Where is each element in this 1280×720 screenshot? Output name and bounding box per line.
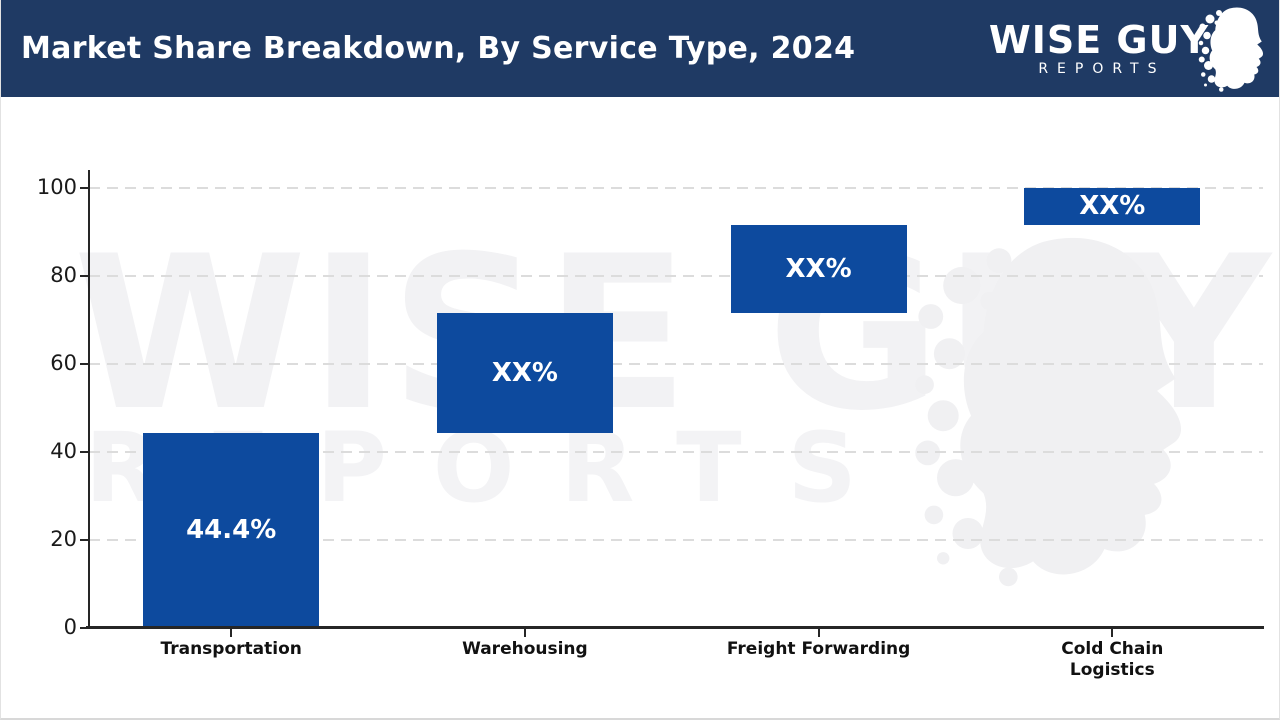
y-tick-mark-20 bbox=[80, 539, 89, 541]
x-tick-mark-3 bbox=[1111, 629, 1114, 637]
gridline-80 bbox=[89, 275, 1263, 277]
bar-warehousing: XX% bbox=[436, 312, 613, 433]
y-tick-label-20: 20 bbox=[50, 527, 77, 551]
x-category-label-3: Cold Chain Logistics bbox=[1061, 639, 1164, 680]
bar-transportation: 44.4% bbox=[143, 432, 320, 628]
watermark-head-graphic bbox=[915, 237, 1182, 587]
y-axis-line bbox=[88, 170, 90, 629]
gridline-60 bbox=[89, 363, 1263, 365]
gridline-40 bbox=[89, 451, 1263, 453]
logo-wiseguy-label: WISE GUY bbox=[988, 17, 1209, 62]
x-tick-mark-0 bbox=[230, 629, 233, 637]
y-tick-label-0: 0 bbox=[63, 615, 77, 639]
page-title: Market Share Breakdown, By Service Type,… bbox=[21, 31, 856, 66]
y-tick-mark-100 bbox=[80, 187, 89, 189]
y-tick-mark-40 bbox=[80, 451, 89, 453]
y-tick-label-60: 60 bbox=[50, 351, 77, 375]
y-tick-label-40: 40 bbox=[50, 439, 77, 463]
y-tick-mark-0 bbox=[80, 627, 89, 629]
x-category-label-2: Freight Forwarding bbox=[726, 639, 911, 659]
bar-value-label: XX% bbox=[491, 357, 558, 388]
bar-value-label: XX% bbox=[785, 253, 852, 284]
bar-freight-forwarding: XX% bbox=[730, 224, 907, 313]
x-axis-line bbox=[86, 626, 1264, 629]
wiseguy-logo: WISE GUY REPORTS bbox=[989, 4, 1273, 94]
x-tick-mark-2 bbox=[817, 629, 820, 637]
y-tick-label-100: 100 bbox=[36, 175, 77, 199]
bar-cold-chain-logistics: XX% bbox=[1024, 188, 1201, 225]
x-category-label-0: Transportation bbox=[160, 639, 302, 659]
wiseguy-logo-text: WISE GUY REPORTS bbox=[988, 17, 1209, 78]
bar-value-label: XX% bbox=[1079, 191, 1146, 222]
x-category-label-1: Warehousing bbox=[462, 639, 588, 659]
logo-reports-label: REPORTS bbox=[1038, 61, 1166, 78]
header-bar: Market Share Breakdown, By Service Type,… bbox=[1, 0, 1279, 97]
x-tick-mark-1 bbox=[523, 629, 526, 637]
bar-value-label: 44.4% bbox=[186, 515, 277, 546]
y-tick-mark-60 bbox=[80, 363, 89, 365]
gridline-100 bbox=[89, 187, 1263, 189]
gridline-20 bbox=[89, 539, 1263, 541]
y-tick-label-80: 80 bbox=[50, 263, 77, 287]
y-tick-mark-80 bbox=[80, 275, 89, 277]
wiseguy-head-icon bbox=[1198, 7, 1264, 92]
